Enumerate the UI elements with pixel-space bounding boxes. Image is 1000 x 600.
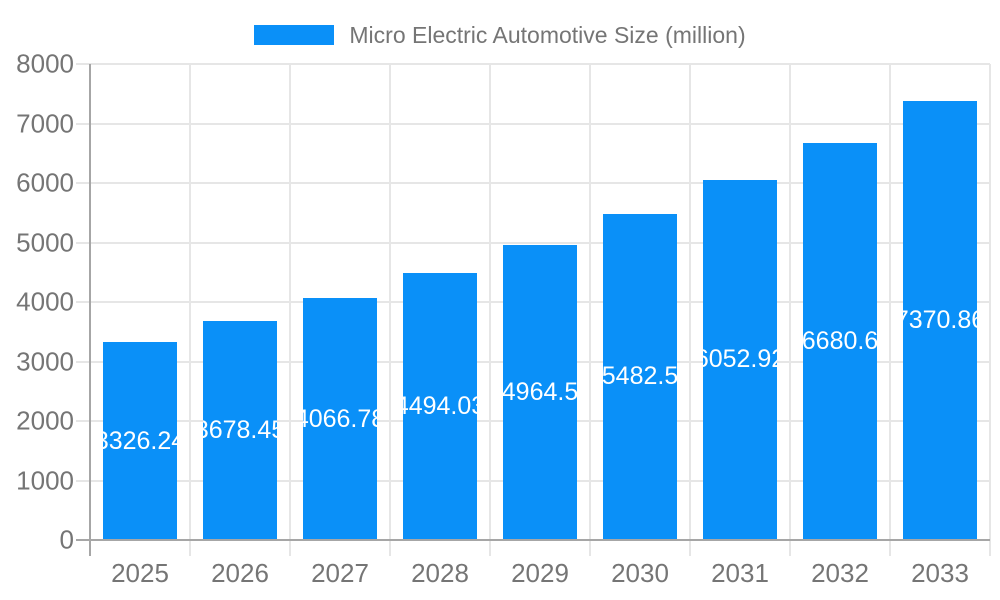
x-tick-label: 2031 <box>711 558 769 588</box>
gridline-vertical <box>289 64 291 556</box>
gridline-vertical <box>389 64 391 556</box>
y-axis-line <box>89 64 91 556</box>
y-tick-label: 3000 <box>16 346 74 376</box>
x-axis-line <box>76 539 990 541</box>
bar-value-label: 7370.86 <box>903 306 977 335</box>
bar-2029[interactable]: 4964.5 <box>503 244 577 540</box>
legend-label: Micro Electric Automotive Size (million) <box>349 22 746 48</box>
gridline-vertical <box>689 64 691 556</box>
bar-value-label: 6680.6 <box>803 326 877 355</box>
legend[interactable]: Micro Electric Automotive Size (million) <box>0 22 1000 48</box>
y-tick-label: 6000 <box>16 167 74 198</box>
bar-2033[interactable]: 7370.86 <box>903 101 977 540</box>
gridline-vertical <box>489 64 491 556</box>
gridline-vertical <box>189 64 191 556</box>
bar-value-label: 3326.24 <box>103 426 177 455</box>
gridline-horizontal <box>76 63 990 65</box>
bar-value-label: 6052.92 <box>703 345 777 374</box>
x-tick-label: 2027 <box>311 558 369 588</box>
bar-2028[interactable]: 4494.03 <box>403 272 477 540</box>
gridline-vertical <box>589 64 591 556</box>
bar-value-label: 3678.45 <box>203 416 277 445</box>
bar-value-label: 4494.03 <box>403 391 477 420</box>
y-tick-label: 2000 <box>16 405 74 436</box>
bar-value-label: 4964.5 <box>503 377 577 406</box>
y-tick-label: 8000 <box>16 48 74 79</box>
bar-2027[interactable]: 4066.78 <box>303 298 377 540</box>
y-tick-label: 5000 <box>16 227 74 257</box>
y-tick-label: 7000 <box>16 108 74 138</box>
bar-value-label: 5482.5 <box>603 362 677 391</box>
x-tick-label: 2033 <box>911 558 969 588</box>
bar-2031[interactable]: 6052.92 <box>703 179 777 540</box>
x-tick-label: 2030 <box>611 558 669 588</box>
x-tick-label: 2029 <box>511 558 569 588</box>
y-tick-label: 1000 <box>16 465 74 495</box>
gridline-vertical <box>889 64 891 556</box>
plot-area: 0 1000 2000 3000 4000 5000 6000 7000 8000 3326.24… <box>16 49 991 588</box>
bar-2026[interactable]: 3678.45 <box>203 321 277 540</box>
gridline-horizontal <box>76 122 990 125</box>
bar-2030[interactable]: 5482.5 <box>603 213 677 540</box>
gridline-horizontal <box>76 241 990 244</box>
bar-value-label: 4066.78 <box>303 404 377 433</box>
y-tick-label: 0 <box>59 524 74 555</box>
bar-2025[interactable]: 3326.24 <box>103 342 177 540</box>
gridline-horizontal <box>76 182 990 184</box>
x-tick-label: 2032 <box>811 558 869 588</box>
gridline-vertical <box>789 64 791 556</box>
x-tick-label: 2025 <box>111 558 169 588</box>
x-tick-label: 2028 <box>411 558 469 588</box>
y-tick-label: 4000 <box>16 286 74 317</box>
x-tick-label: 2026 <box>211 558 269 588</box>
bar-2032[interactable]: 6680.6 <box>803 142 877 540</box>
gridline-vertical <box>989 64 991 556</box>
legend-swatch <box>254 25 335 45</box>
